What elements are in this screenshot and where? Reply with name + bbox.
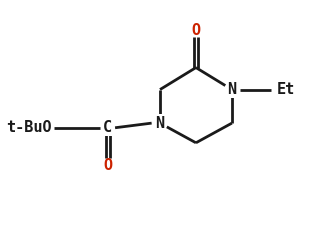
- Text: O: O: [103, 159, 112, 173]
- Text: N: N: [155, 116, 164, 131]
- Text: Et: Et: [277, 82, 295, 97]
- Text: O: O: [191, 23, 200, 38]
- Text: N: N: [227, 82, 237, 97]
- Text: t-BuO: t-BuO: [7, 120, 52, 135]
- Text: C: C: [103, 120, 112, 135]
